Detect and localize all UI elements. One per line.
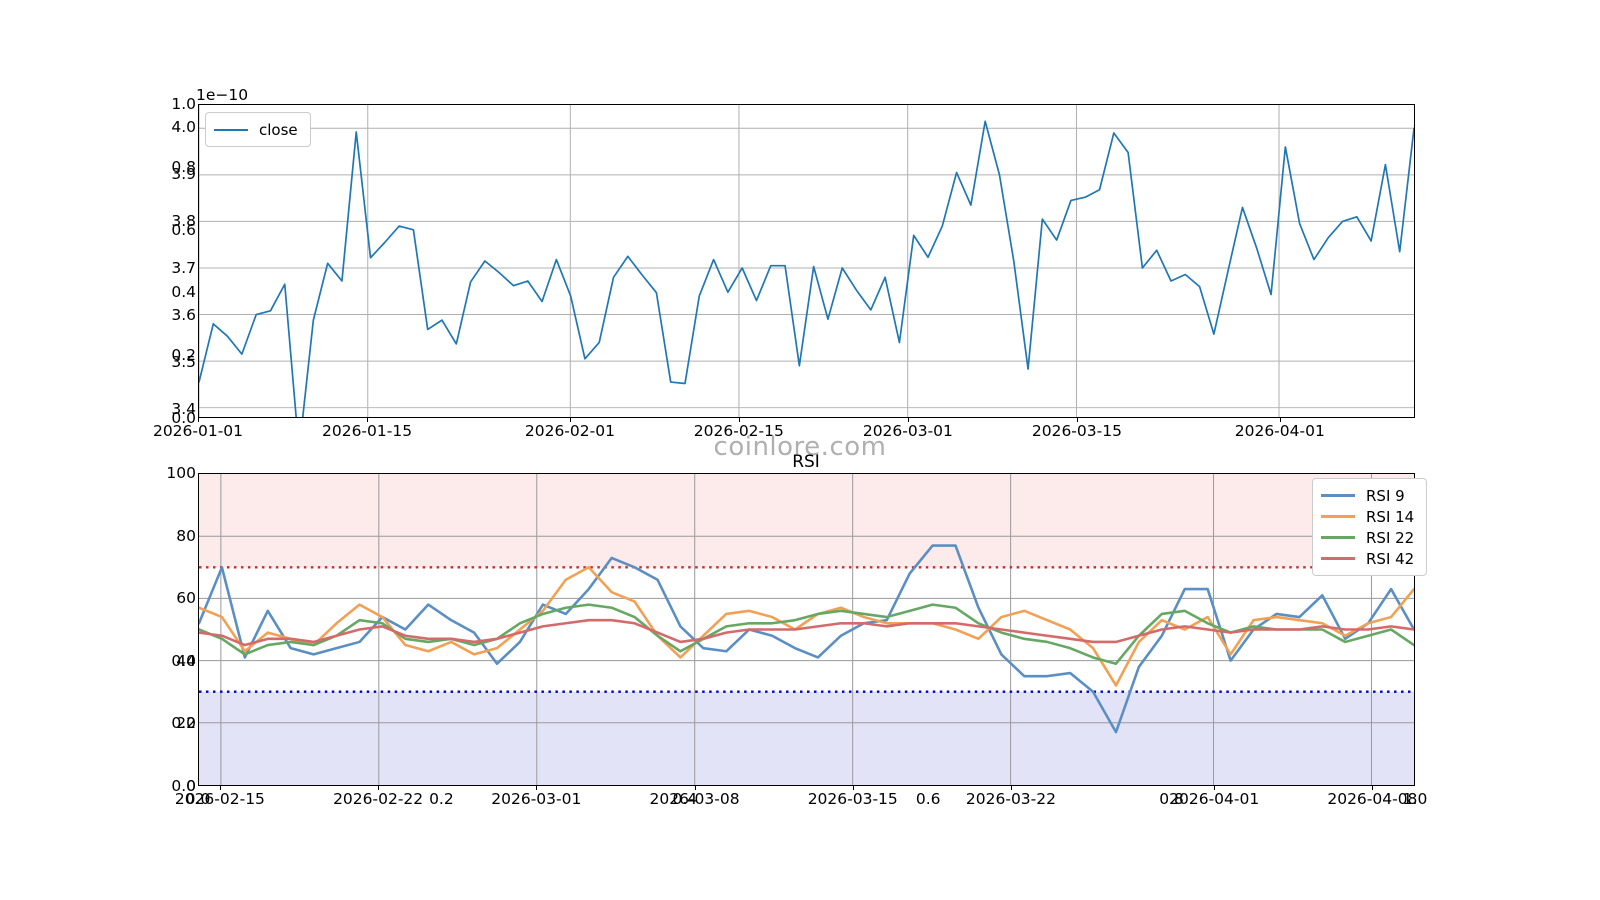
- rsi-legend-item[interactable]: RSI 14: [1321, 506, 1414, 527]
- rsi-legend-label: RSI 9: [1366, 486, 1405, 505]
- rsi-x-tick-2026-03-01: 2026-03-01: [491, 790, 582, 808]
- rsi-x-tick-2026-03-15: 2026-03-15: [807, 790, 898, 808]
- rsi-chart-panel: [198, 473, 1415, 786]
- price-y-tick-3.5: 3.5: [171, 352, 196, 371]
- price-y-norm-tick-0.8: 0.8: [171, 157, 196, 176]
- price-x-tick-2026-03-15: 2026-03-15: [1031, 422, 1122, 440]
- price-legend-label: close: [259, 120, 298, 139]
- rsi-y-tick-100: 100: [166, 464, 196, 482]
- price-y-norm-tick-0.0: 0.0: [171, 409, 196, 427]
- price-axis-offset-label: 1e−10: [196, 86, 249, 104]
- rsi-y-norm-tick-0.4: 0.4: [171, 651, 196, 670]
- rsi-legend-label: RSI 22: [1366, 528, 1415, 547]
- rsi-legend-label: RSI 14: [1366, 507, 1415, 526]
- price-y-tick-3.8: 3.8: [171, 212, 196, 231]
- price-x-tick-2026-02-01: 2026-02-01: [524, 422, 615, 440]
- rsi-y-tick-60: 60: [176, 589, 196, 608]
- rsi-x-tickmark: [219, 786, 221, 790]
- rsi-x-tick-2026-04-01: 2026-04-01: [1169, 790, 1260, 808]
- rsi-y-tick-20: 20: [176, 714, 196, 733]
- price-x-tickmark: [1076, 418, 1078, 422]
- legend-line-swatch-icon: [1321, 536, 1355, 539]
- rsi-plot-area: [199, 474, 1414, 785]
- rsi-y-tick-80: 80: [176, 526, 196, 545]
- price-x-tickmark: [198, 418, 199, 422]
- rsi-legend-item[interactable]: RSI 22: [1321, 527, 1414, 548]
- rsi-legend-item[interactable]: RSI 9: [1321, 485, 1414, 506]
- watermark: coinlore.com: [713, 432, 887, 462]
- price-x-tick-2026-04-01: 2026-04-01: [1234, 422, 1325, 440]
- price-y-norm-tick-0.2: 0.2: [171, 346, 196, 365]
- price-x-tickmark: [367, 418, 369, 422]
- rsi-x-tickmark: [1010, 786, 1012, 790]
- rsi-legend-item[interactable]: RSI 42: [1321, 548, 1414, 569]
- price-x-tickmark: [1279, 418, 1281, 422]
- price-y-norm-tick-0.4: 0.4: [171, 283, 196, 302]
- price-x-tick-2026-02-15: 2026-02-15: [693, 422, 784, 440]
- rsi-x-norm-tick-1.0: 1.0: [1402, 790, 1428, 808]
- rsi-y-axis-labels: 0 20 40 60 80 100: [150, 464, 196, 795]
- price-x-tickmark: [738, 418, 740, 422]
- legend-line-swatch-icon: [1321, 515, 1355, 518]
- rsi-x-tickmark: [536, 786, 538, 790]
- rsi-x-tick-2026-02-22: 2026-02-22: [333, 790, 424, 808]
- rsi-y-tick-0: 0: [186, 777, 196, 795]
- rsi-x-tickmark: [378, 786, 380, 790]
- rsi-y-tick-40: 40: [176, 651, 196, 670]
- rsi-x-tickmark: [1214, 786, 1216, 790]
- rsi-x-norm-tick-0.2: 0.2: [429, 790, 454, 808]
- price-x-tickmark: [569, 418, 571, 422]
- rsi-x-tick-2026-03-22: 2026-03-22: [965, 790, 1056, 808]
- price-y-axis-normalized-labels: 0.0 0.2 0.4 0.6 0.8 1.0: [150, 95, 196, 427]
- price-x-tickmark: [907, 418, 909, 422]
- legend-line-swatch-icon: [1321, 557, 1355, 560]
- legend-line-swatch-icon: [1321, 494, 1355, 497]
- legend-line-swatch-icon: [214, 128, 248, 131]
- rsi-x-tick-2026-03-08: 2026-03-08: [649, 790, 740, 808]
- rsi-x-tick-2026-04-08: 2026-04-08: [1327, 790, 1418, 808]
- price-y-tick-3.6: 3.6: [171, 305, 196, 324]
- rsi-x-norm-tick-0.8: 0.8: [1159, 790, 1184, 808]
- rsi-x-tickmark: [694, 786, 696, 790]
- price-y-axis-labels: 3.4 3.5 3.6 3.7 3.8 3.9 4.0: [150, 104, 196, 418]
- rsi-legend-label: RSI 42: [1366, 549, 1415, 568]
- price-x-tick-2026-03-01: 2026-03-01: [862, 422, 953, 440]
- price-chart-panel: [198, 104, 1415, 418]
- rsi-legend: RSI 9 RSI 14 RSI 22 RSI 42: [1312, 478, 1428, 576]
- rsi-chart-title: RSI: [792, 452, 820, 472]
- price-y-norm-tick-0.6: 0.6: [171, 220, 196, 239]
- price-y-norm-tick-1.0: 1.0: [171, 95, 196, 113]
- rsi-y-norm-tick-0.2: 0.2: [171, 714, 196, 733]
- price-x-tick-2026-01-15: 2026-01-15: [321, 422, 413, 440]
- rsi-x-tickmark: [1372, 786, 1374, 790]
- rsi-x-tick-2026-02-15: 2026-02-15: [174, 790, 265, 808]
- rsi-x-tickmark: [852, 786, 854, 790]
- price-plot-area: [199, 105, 1414, 417]
- price-x-tick-2026-01-01: 2026-01-01: [152, 422, 244, 440]
- rsi-x-norm-tick-0.0: 0.0: [185, 790, 211, 808]
- price-y-tick-4.0: 4.0: [171, 118, 196, 137]
- price-legend-item[interactable]: close: [214, 119, 298, 140]
- price-y-tick-3.9: 3.9: [171, 165, 196, 184]
- rsi-y-norm-tick-0.0: 0.0: [171, 777, 196, 795]
- price-y-tick-3.7: 3.7: [171, 259, 196, 278]
- rsi-x-norm-tick-0.6: 0.6: [915, 790, 941, 808]
- price-legend: close: [205, 112, 311, 147]
- rsi-y-axis-normalized-labels: 0.0 0.2 0.4: [150, 473, 196, 795]
- rsi-x-norm-tick-0.4: 0.4: [672, 790, 698, 808]
- price-y-tick-3.4: 3.4: [171, 399, 196, 418]
